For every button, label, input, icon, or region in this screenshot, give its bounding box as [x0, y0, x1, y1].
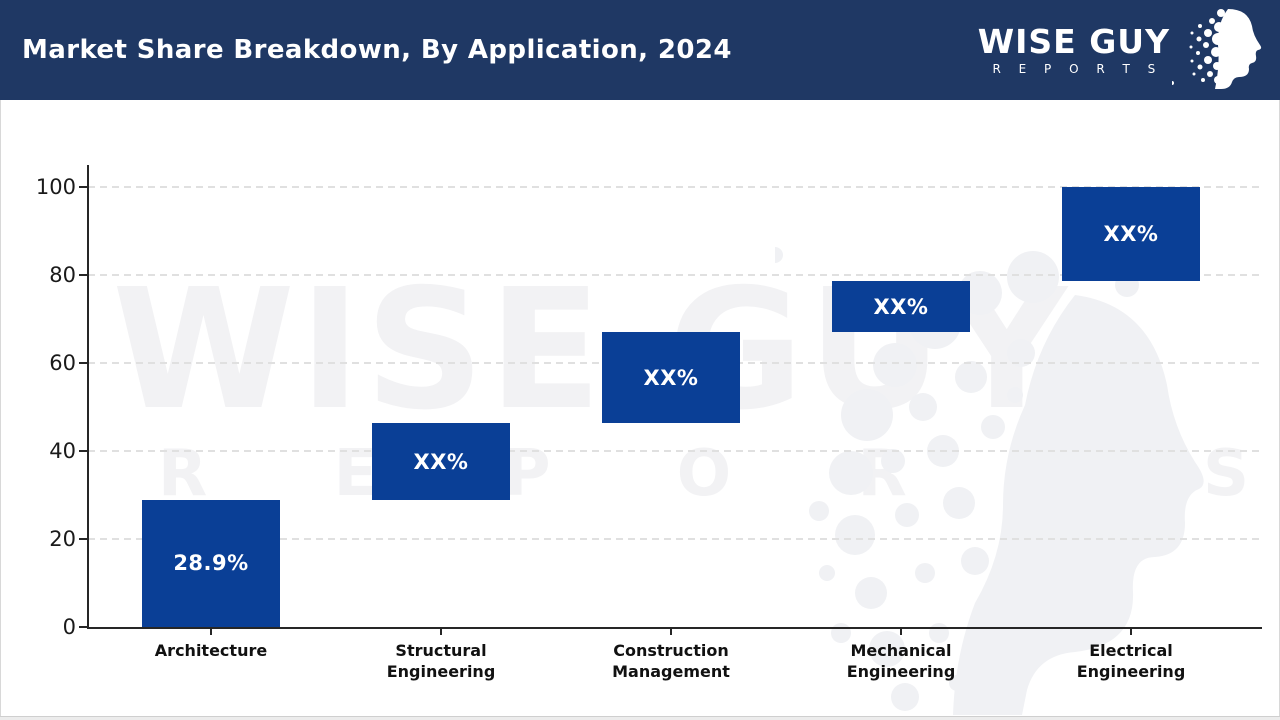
gridline-40: [88, 450, 1262, 452]
x-tick-mark-3: [900, 627, 902, 635]
gridline-100: [88, 186, 1262, 188]
wiseguy-logo: WISE GUY R E P O R T S: [978, 5, 1264, 95]
y-tick-mark-20: [79, 538, 87, 540]
bar-value-label-3: XX%: [873, 294, 929, 319]
y-tick-label-60: 60: [49, 351, 76, 375]
bar-0: 28.9%: [142, 499, 280, 627]
bar-2: XX%: [602, 332, 740, 424]
bar-value-label-1: XX%: [413, 449, 469, 474]
logo-wordmark: WISE GUY: [977, 22, 1170, 61]
x-category-label-4: Electrical Engineering: [1076, 641, 1186, 681]
y-tick-label-40: 40: [49, 439, 76, 463]
header-bar: Market Share Breakdown, By Application, …: [0, 0, 1280, 100]
bar-value-label-4: XX%: [1103, 222, 1159, 247]
page-title: Market Share Breakdown, By Application, …: [22, 35, 732, 65]
wiseguy-logo-text: WISE GUY R E P O R T S: [978, 25, 1170, 75]
x-tick-mark-4: [1130, 627, 1132, 635]
x-tick-mark-2: [670, 627, 672, 635]
bar-value-label-2: XX%: [643, 365, 699, 390]
bar-4: XX%: [1062, 187, 1200, 282]
bar-value-label-0: 28.9%: [173, 551, 249, 576]
bottom-strip: [0, 716, 1280, 720]
bar-3: XX%: [832, 281, 970, 333]
y-tick-mark-100: [79, 186, 87, 188]
x-tick-mark-1: [440, 627, 442, 635]
y-tick-mark-80: [79, 274, 87, 276]
y-tick-label-0: 0: [62, 615, 76, 639]
y-tick-label-80: 80: [49, 263, 76, 287]
wiseguy-head-icon: [1170, 5, 1264, 95]
x-category-label-3: Mechanical Engineering: [846, 641, 956, 681]
y-tick-mark-60: [79, 362, 87, 364]
left-border: [0, 100, 1, 720]
y-tick-label-20: 20: [49, 527, 76, 551]
x-category-label-2: Construction Management: [612, 641, 730, 681]
x-category-label-0: Architecture: [154, 641, 268, 660]
waterfall-chart: 0 20 40 60 80 100 Architecture Structural Engin…: [0, 100, 1280, 720]
logo-subtitle: R E P O R T S: [992, 62, 1163, 76]
y-axis-line: [87, 165, 89, 629]
x-tick-mark-0: [210, 627, 212, 635]
gridline-20: [88, 538, 1262, 540]
bar-1: XX%: [372, 423, 510, 500]
x-axis-line: [87, 627, 1262, 629]
x-category-label-1: Structural Engineering: [386, 641, 496, 681]
y-tick-mark-0: [79, 626, 87, 628]
y-tick-mark-40: [79, 450, 87, 452]
y-tick-label-100: 100: [35, 175, 76, 199]
gridline-80: [88, 274, 1262, 276]
